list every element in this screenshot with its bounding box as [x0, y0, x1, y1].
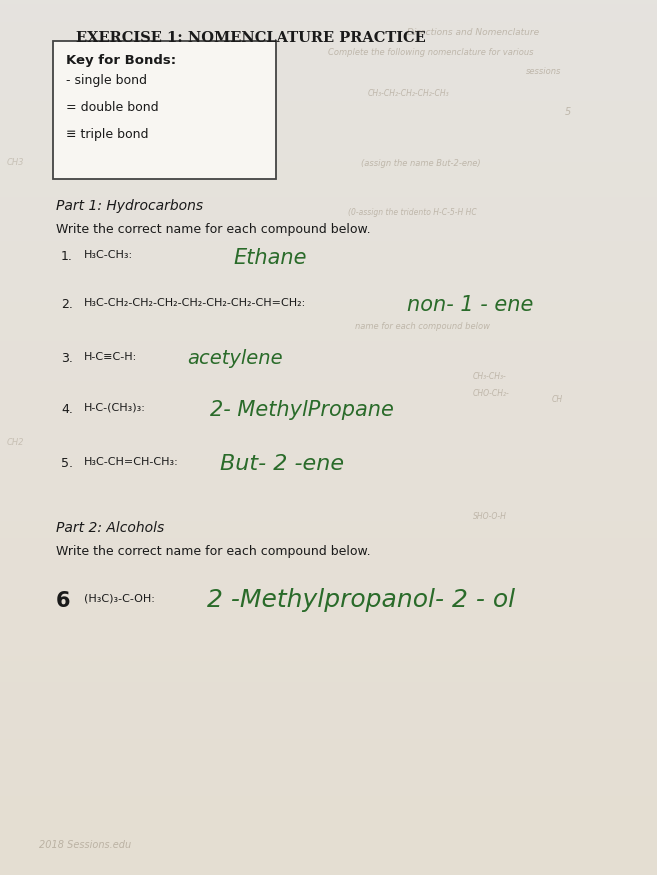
Text: Directions and Nomenclature: Directions and Nomenclature: [407, 28, 539, 37]
Text: 6: 6: [56, 591, 70, 611]
Text: Key for Bonds:: Key for Bonds:: [66, 54, 176, 67]
Text: (H₃C)₃-C-OH:: (H₃C)₃-C-OH:: [84, 593, 155, 603]
Text: EXERCISE 1: NOMENCLATURE PRACTICE: EXERCISE 1: NOMENCLATURE PRACTICE: [76, 31, 425, 45]
Text: 2.: 2.: [61, 298, 73, 311]
Text: 5: 5: [565, 107, 572, 116]
Text: = double bond: = double bond: [66, 101, 158, 114]
Text: 4.: 4.: [61, 402, 73, 416]
Text: 1.: 1.: [61, 250, 73, 263]
Text: 5.: 5.: [61, 457, 73, 470]
Text: - single bond: - single bond: [66, 74, 147, 87]
Text: H₃C-CH₃:: H₃C-CH₃:: [84, 250, 133, 260]
Text: 2 -Methylpropanol- 2 - ol: 2 -Methylpropanol- 2 - ol: [207, 588, 515, 612]
Text: SHO-O-H: SHO-O-H: [473, 512, 507, 521]
Text: Complete the following nomenclature for various: Complete the following nomenclature for …: [328, 48, 534, 57]
Text: (0-assign the tridento H-C-5-H HC: (0-assign the tridento H-C-5-H HC: [348, 208, 477, 217]
Text: CHO-CH₂-: CHO-CH₂-: [473, 389, 510, 398]
Text: H-C-(CH₃)₃:: H-C-(CH₃)₃:: [84, 402, 146, 412]
Text: CH3: CH3: [7, 158, 24, 166]
Text: CH₃-CH₃-: CH₃-CH₃-: [473, 372, 507, 381]
Text: 3.: 3.: [61, 352, 73, 365]
Text: H-C≡C-H:: H-C≡C-H:: [84, 352, 137, 361]
Text: acetylene: acetylene: [187, 349, 283, 368]
Text: name for each compound below: name for each compound below: [355, 322, 489, 331]
Text: Ethane: Ethane: [233, 248, 307, 268]
Text: Part 1: Hydrocarbons: Part 1: Hydrocarbons: [56, 199, 203, 213]
Text: H₃C-CH=CH-CH₃:: H₃C-CH=CH-CH₃:: [84, 457, 179, 466]
Text: ≡ triple bond: ≡ triple bond: [66, 128, 148, 141]
Text: CH: CH: [552, 396, 563, 404]
Text: Write the correct name for each compound below.: Write the correct name for each compound…: [56, 223, 371, 236]
Text: Part 2: Alcohols: Part 2: Alcohols: [56, 521, 164, 535]
Text: 2- MethylPropane: 2- MethylPropane: [210, 400, 394, 420]
Text: (assign the name But-2-ene): (assign the name But-2-ene): [361, 159, 481, 168]
Text: 2018 Sessions.edu: 2018 Sessions.edu: [39, 841, 131, 850]
Text: CH₃-CH₂-CH₂-CH₂-CH₃: CH₃-CH₂-CH₂-CH₂-CH₃: [368, 89, 449, 98]
Text: CH2: CH2: [7, 438, 24, 446]
FancyBboxPatch shape: [53, 41, 276, 179]
Text: Write the correct name for each compound below.: Write the correct name for each compound…: [56, 545, 371, 558]
Text: non- 1 - ene: non- 1 - ene: [407, 295, 533, 315]
Text: sessions: sessions: [526, 67, 561, 76]
Text: But- 2 -ene: But- 2 -ene: [220, 454, 344, 474]
Text: H₃C-CH₂-CH₂-CH₂-CH₂-CH₂-CH₂-CH=CH₂:: H₃C-CH₂-CH₂-CH₂-CH₂-CH₂-CH₂-CH=CH₂:: [84, 298, 306, 307]
